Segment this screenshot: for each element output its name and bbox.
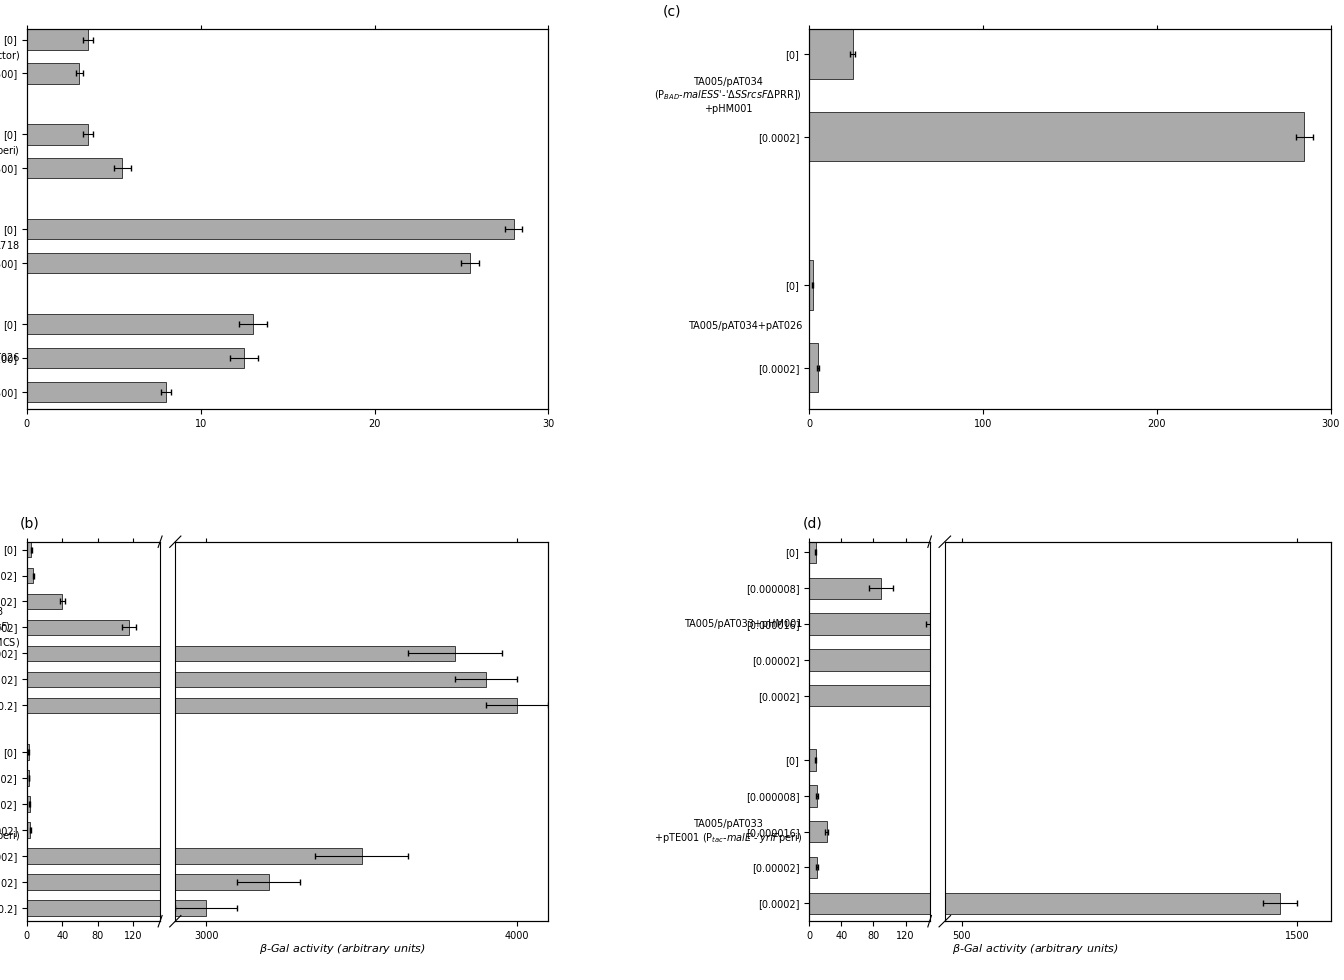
Bar (809, 893, 1344, 914)
Bar (0, 671, 487, 687)
Bar (27, 874, 1344, 890)
Bar (27, 849, 1344, 864)
Bar (27, 348, 245, 368)
Bar (809, 112, 1305, 162)
Bar (27, 797, 30, 812)
Bar (27, 220, 513, 239)
Bar (27, 770, 30, 786)
Bar (794, 649, 849, 670)
Text: (b): (b) (20, 516, 40, 530)
Bar (27, 698, 1344, 713)
Bar (809, 785, 817, 807)
Bar (27, 314, 253, 334)
Bar (27, 567, 34, 583)
Bar (809, 261, 813, 310)
Text: CL034 ($\mathit{opgH}$)/pHR718: CL034 ($\mathit{opgH}$)/pHR718 (0, 239, 20, 253)
Text: TA005/pAT034+pAT026: TA005/pAT034+pAT026 (688, 321, 802, 331)
Bar (809, 821, 827, 843)
Text: TA005/pAT033
+pTE001 (P$_{tac}$-$\mathit{malE}$'-'$\mathit{yrfF}$peri): TA005/pAT033 +pTE001 (P$_{tac}$-$\mathit… (655, 818, 802, 845)
Bar (27, 901, 1344, 916)
Text: TA005/pAT033
+pAT026 (P$_{tac}$-$\mathit{malE}$'-'$\mathit{rcsC}$peri): TA005/pAT033 +pAT026 (P$_{tac}$-$\mathit… (0, 817, 20, 843)
Bar (27, 158, 122, 178)
Text: $\beta$-Gal activity (arbitrary units): $\beta$-Gal activity (arbitrary units) (952, 942, 1118, 956)
Bar (0, 901, 207, 916)
Bar (27, 594, 62, 610)
Text: (c): (c) (663, 4, 681, 18)
Text: TA005 ($\mathit{rcsF}$)/pAT033
(P$_{BAD}$-$\mathit{malESS}$'-'Δ$\mathit{SS}$$\ma: TA005 ($\mathit{rcsF}$)/pAT033 (P$_{BAD}… (0, 605, 20, 651)
Text: CL034/pAT026: CL034/pAT026 (0, 353, 20, 363)
Bar (794, 613, 845, 635)
Text: $\beta$-Gal activity (arbitrary units): $\beta$-Gal activity (arbitrary units) (259, 942, 426, 956)
Bar (809, 542, 816, 564)
Bar (809, 343, 817, 392)
Bar (809, 750, 816, 771)
Text: (d): (d) (804, 516, 823, 530)
Bar (794, 577, 824, 599)
Text: TA005/pAT034
(P$_{BAD}$-$\mathit{malESS}$'-'Δ$\mathit{SS}$$\mathit{rcsF}$ΔPRR])
: TA005/pAT034 (P$_{BAD}$-$\mathit{malESS}… (655, 76, 802, 114)
Bar (27, 671, 1344, 687)
Bar (27, 745, 28, 760)
Bar (27, 253, 470, 273)
Bar (27, 64, 79, 83)
Bar (809, 649, 942, 670)
Bar (27, 29, 87, 50)
Bar (794, 857, 797, 878)
Bar (794, 542, 797, 564)
Text: UE29/pAT026 (P$_{tac}$-$\mathit{malE}$'-'$\mathit{rcsC}$peri): UE29/pAT026 (P$_{tac}$-$\mathit{malE}$'-… (0, 144, 20, 159)
Bar (794, 685, 855, 707)
Bar (794, 821, 801, 843)
Bar (809, 857, 817, 878)
Bar (0, 646, 456, 662)
Bar (809, 613, 934, 635)
Text: UE29 ($\mathit{opgH}^+$)/pHR718 (vector): UE29 ($\mathit{opgH}^+$)/pHR718 (vector) (0, 49, 20, 64)
Bar (794, 750, 797, 771)
Bar (794, 785, 797, 807)
Bar (794, 893, 1281, 914)
Bar (27, 646, 1344, 662)
Bar (0, 698, 517, 713)
Bar (809, 577, 882, 599)
Bar (0, 874, 269, 890)
Bar (809, 685, 954, 707)
Bar (27, 542, 31, 558)
Bar (809, 29, 852, 79)
Bar (0, 849, 362, 864)
Bar (27, 124, 87, 145)
Bar (27, 822, 31, 838)
Text: TA005/pAT033+pHM001: TA005/pAT033+pHM001 (684, 619, 802, 629)
Bar (27, 382, 165, 402)
Bar (27, 619, 129, 635)
